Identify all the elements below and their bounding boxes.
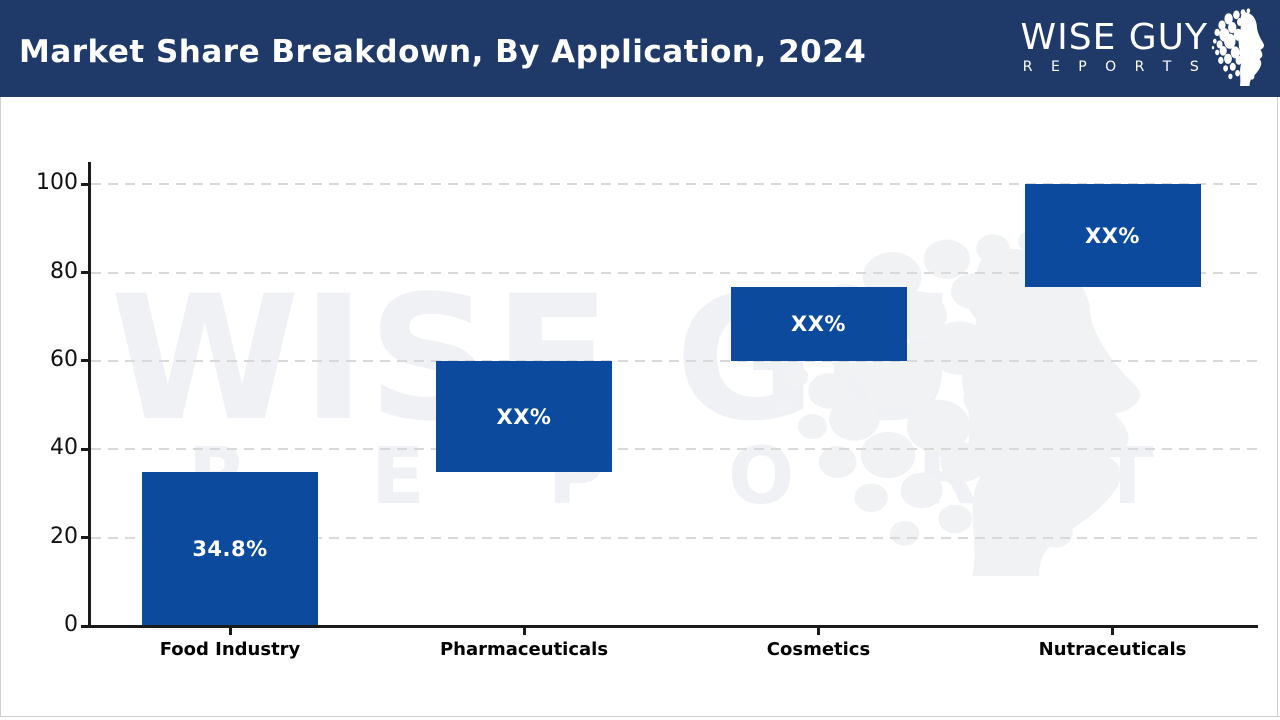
y-axis (88, 162, 91, 627)
logo-wordmark: WISE GUY (1020, 17, 1208, 58)
panel-border-bottom (0, 716, 1280, 717)
bar-value-label: XX% (496, 404, 552, 429)
bar-value-label: 34.8% (192, 537, 268, 562)
x-tick-mark (522, 627, 526, 635)
y-tick-mark (81, 182, 89, 186)
x-axis (88, 624, 1258, 628)
logo-wordmark-block: WISE GUY R E P O R T S (1021, 17, 1209, 75)
header-bar: Market Share Breakdown, By Application, … (0, 0, 1280, 97)
waterfall-bar: XX% (1024, 184, 1201, 287)
y-tick-label: 40 (50, 435, 78, 461)
gridline (91, 536, 1259, 539)
y-tick-label: 0 (64, 612, 78, 637)
waterfall-bar: 34.8% (142, 472, 318, 626)
y-tick-mark (81, 271, 89, 275)
chart-title: Market Share Breakdown, By Application, … (19, 34, 867, 70)
logo-tagline: R E P O R T S (1022, 59, 1206, 75)
x-tick-mark (228, 627, 232, 635)
category-label: Nutraceuticals (1038, 639, 1187, 660)
y-tick-label: 20 (50, 523, 78, 549)
panel-border-right (1277, 97, 1278, 717)
panel-border-left (0, 97, 1, 717)
gridline (91, 271, 1259, 274)
gridline (91, 448, 1259, 451)
category-label: Food Industry (159, 639, 301, 660)
gridline (91, 183, 1259, 186)
y-tick-label: 80 (50, 258, 78, 284)
waterfall-bar: XX% (436, 360, 612, 473)
category-label: Cosmetics (766, 639, 871, 660)
bar-value-label: XX% (791, 311, 846, 336)
y-tick-mark (81, 447, 89, 451)
y-tick-mark (81, 359, 89, 363)
y-tick-label: 60 (50, 346, 78, 372)
waterfall-bar: XX% (730, 286, 907, 361)
x-tick-mark (817, 627, 820, 635)
x-tick-mark (1111, 627, 1114, 635)
wiseguy-head-icon (1211, 8, 1264, 86)
category-label: Pharmaceuticals (439, 639, 609, 660)
y-tick-label: 100 (36, 170, 78, 196)
gridline (91, 359, 1259, 362)
brand-logo: WISE GUY R E P O R T S (1021, 6, 1271, 86)
y-tick-mark (81, 536, 89, 540)
bar-value-label: XX% (1085, 223, 1140, 248)
y-tick-mark (81, 624, 89, 628)
